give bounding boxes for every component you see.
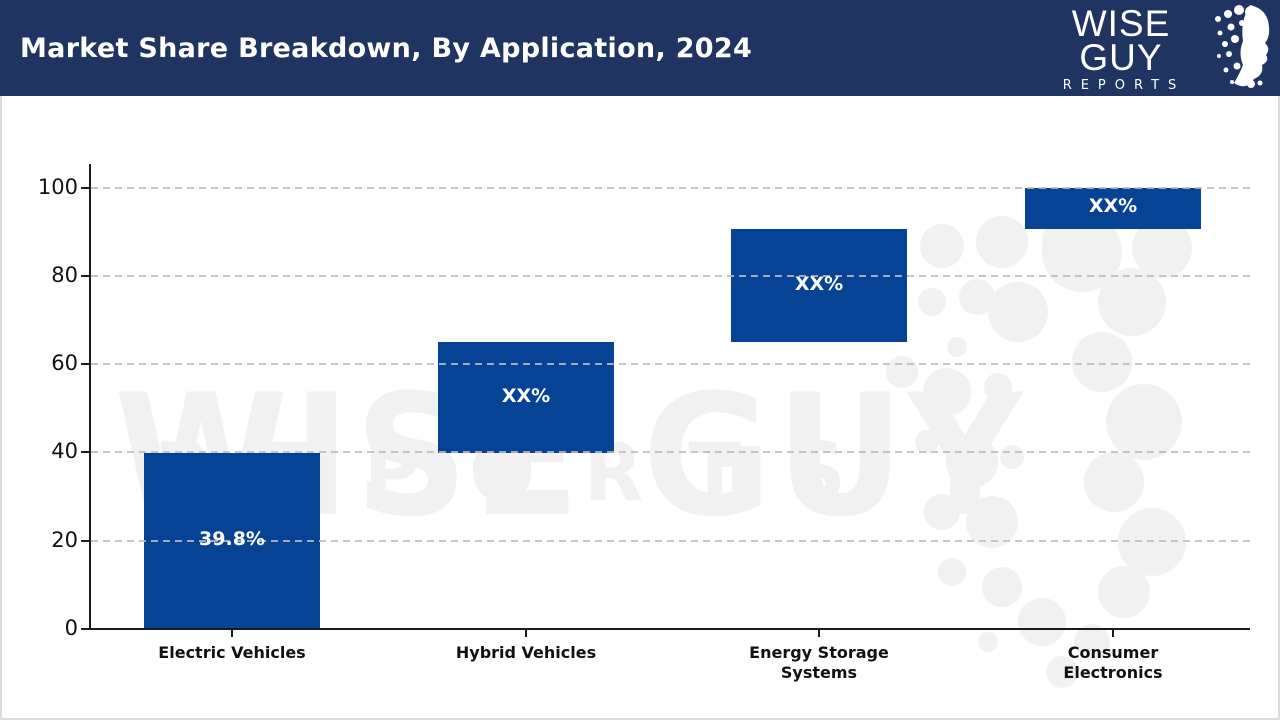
logo-face-icon	[1210, 3, 1274, 93]
y-tick-mark	[81, 539, 89, 542]
gridline-40	[91, 451, 1250, 454]
x-tick-mark	[818, 630, 820, 637]
bar-segment	[1025, 187, 1201, 229]
watermark-dot	[923, 368, 971, 416]
bar-value-label: XX%	[1088, 195, 1138, 218]
watermark-dot	[988, 282, 1048, 342]
page-title: Market Share Breakdown, By Application, …	[20, 32, 753, 64]
watermark-dot	[1072, 332, 1132, 392]
bar-value-label: 39.8%	[199, 528, 265, 551]
watermark-dot	[976, 216, 1028, 268]
watermark-dot	[946, 436, 998, 488]
y-tick-label: 20	[51, 527, 78, 552]
watermark-dot	[1046, 656, 1078, 688]
watermark-dot	[1074, 624, 1110, 660]
y-tick-label: 0	[64, 616, 78, 640]
watermark-dot	[978, 632, 998, 652]
y-tick-mark	[81, 451, 89, 454]
watermark-dot	[1118, 508, 1186, 576]
y-tick-label: 40	[51, 439, 78, 464]
x-category-label: Energy Storage Systems	[749, 643, 889, 682]
x-axis-spine	[89, 628, 1250, 630]
bar-segment	[438, 342, 614, 454]
x-tick-mark	[1112, 630, 1114, 637]
y-tick-mark	[81, 274, 89, 277]
y-tick-label: 100	[37, 174, 78, 199]
x-category-label: Electric Vehicles	[158, 643, 306, 662]
watermark-dot	[920, 224, 964, 268]
chart-area: WISE GUY REPORTS 0 20 40 60 80 100 39.8% XX% XX%…	[2, 96, 1278, 718]
y-tick-label: 60	[51, 351, 78, 376]
y-axis-spine	[89, 164, 91, 630]
watermark-dot	[1106, 384, 1182, 460]
watermark-dot	[984, 373, 1012, 401]
bar-segment	[731, 229, 907, 343]
gridline-80	[91, 274, 1250, 277]
wiseguy-logo: WISE GUY REPORTS	[1034, 3, 1274, 93]
logo-subtitle: REPORTS	[1062, 78, 1186, 93]
watermark-dot	[966, 496, 1018, 548]
watermark-dot	[1018, 598, 1066, 646]
bar-value-label: XX%	[501, 384, 551, 407]
watermark-dot	[924, 494, 960, 530]
x-tick-mark	[525, 630, 527, 637]
y-tick-mark	[81, 628, 89, 630]
watermark-dot	[947, 337, 967, 357]
gridline-20	[91, 539, 1250, 542]
gridline-60	[91, 363, 1250, 366]
watermark-dot	[1098, 268, 1166, 336]
x-tick-mark	[231, 630, 233, 637]
watermark-dot	[1098, 566, 1150, 618]
x-category-label: Consumer Electronics	[1063, 643, 1163, 682]
watermark-dot	[938, 558, 966, 586]
gridline-100	[91, 186, 1250, 189]
logo-text: WISE GUY REPORTS	[1034, 3, 1208, 93]
watermark-dot	[886, 356, 918, 388]
watermark-dot	[1000, 445, 1024, 469]
y-tick-mark	[81, 363, 89, 366]
watermark-dot	[915, 430, 939, 454]
y-tick-label: 80	[51, 262, 78, 287]
x-category-label: Hybrid Vehicles	[455, 643, 597, 662]
bar-value-label: XX%	[794, 272, 844, 295]
y-tick-mark	[81, 186, 89, 189]
logo-wordmark: WISE GUY	[1071, 3, 1171, 78]
watermark-dot	[982, 567, 1022, 607]
watermark-dot	[918, 288, 946, 316]
header-bar: Market Share Breakdown, By Application, …	[0, 0, 1280, 96]
watermark-dot	[1084, 452, 1144, 512]
